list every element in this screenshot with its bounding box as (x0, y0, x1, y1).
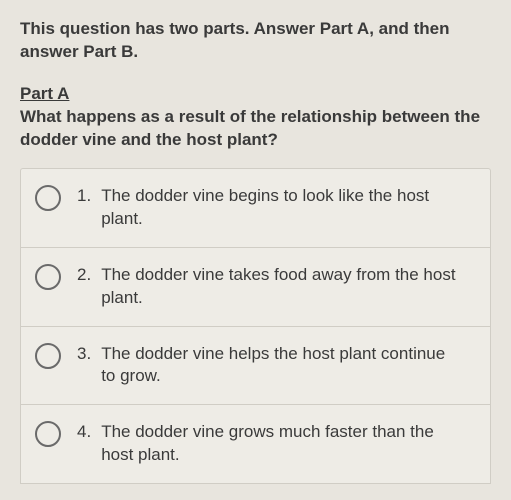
option-text: 4. The dodder vine grows much faster tha… (77, 421, 461, 467)
option-number: 4. (77, 421, 91, 444)
option-text: 1. The dodder vine begins to look like t… (77, 185, 461, 231)
radio-icon (35, 421, 61, 447)
part-a-label: Part A (20, 84, 491, 104)
radio-icon (35, 264, 61, 290)
options-group: 1. The dodder vine begins to look like t… (20, 168, 491, 485)
question-text: What happens as a result of the relation… (20, 106, 491, 152)
option-label: The dodder vine helps the host plant con… (101, 343, 461, 389)
option-text: 3. The dodder vine helps the host plant … (77, 343, 461, 389)
option-2[interactable]: 2. The dodder vine takes food away from … (21, 248, 490, 327)
option-label: The dodder vine begins to look like the … (101, 185, 461, 231)
option-number: 1. (77, 185, 91, 208)
option-number: 3. (77, 343, 91, 366)
option-label: The dodder vine grows much faster than t… (101, 421, 461, 467)
option-3[interactable]: 3. The dodder vine helps the host plant … (21, 327, 490, 406)
option-text: 2. The dodder vine takes food away from … (77, 264, 461, 310)
option-number: 2. (77, 264, 91, 287)
instructions-text: This question has two parts. Answer Part… (20, 18, 491, 64)
option-4[interactable]: 4. The dodder vine grows much faster tha… (21, 405, 490, 484)
option-label: The dodder vine takes food away from the… (101, 264, 461, 310)
radio-icon (35, 343, 61, 369)
radio-icon (35, 185, 61, 211)
option-1[interactable]: 1. The dodder vine begins to look like t… (21, 169, 490, 248)
